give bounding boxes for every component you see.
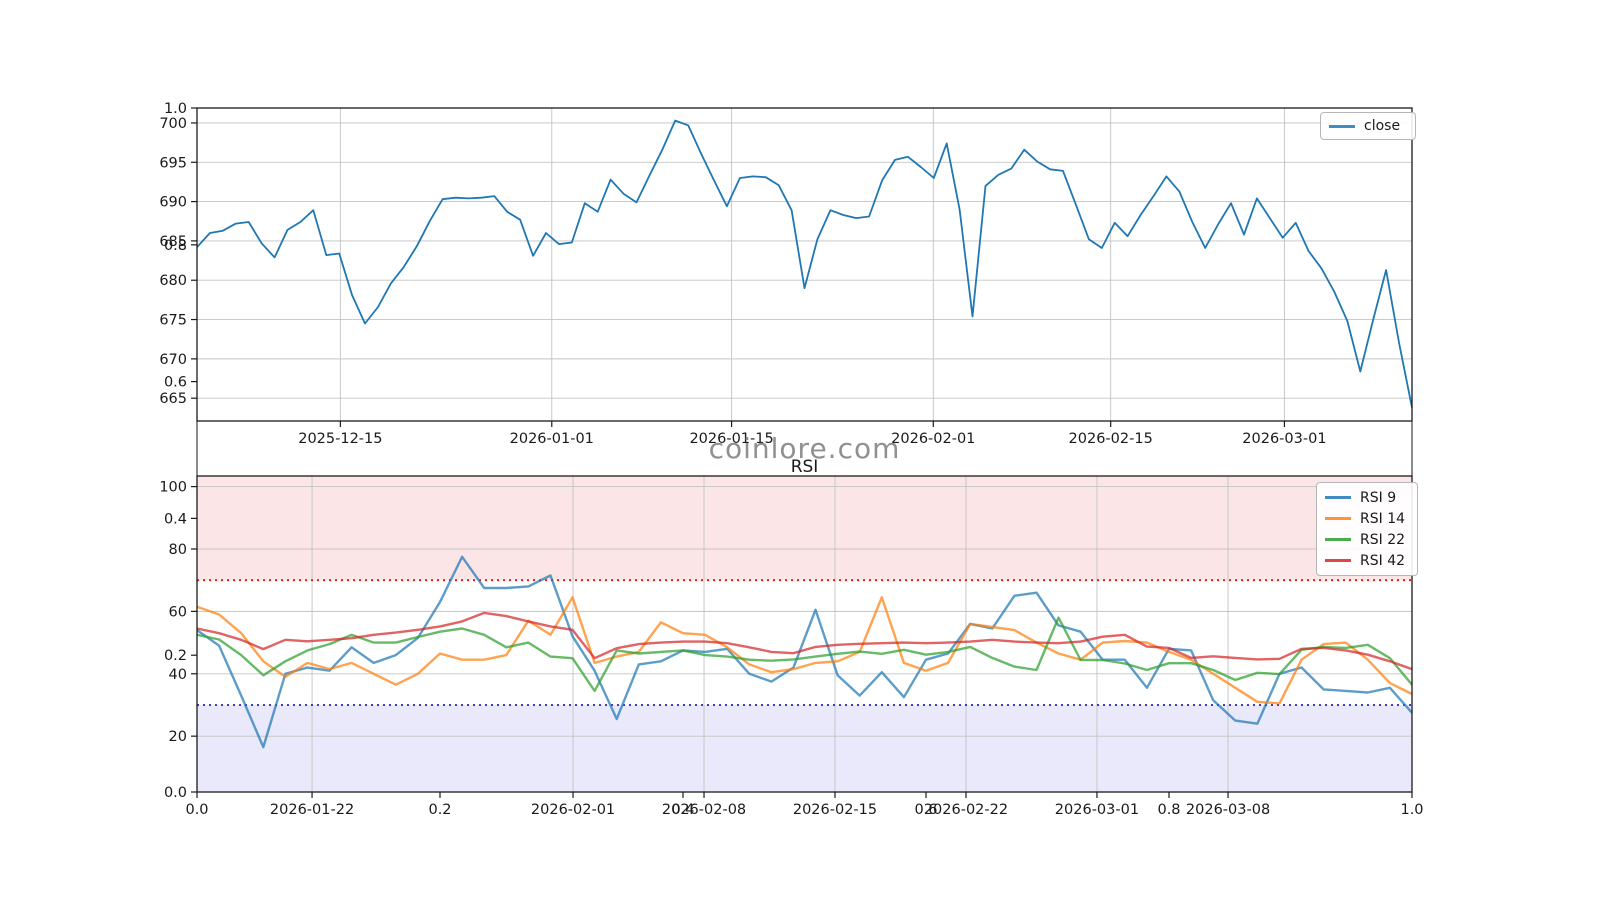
price-ytick-label: 680 [159, 273, 187, 289]
figure-ytick-label: 0.6 [164, 375, 187, 391]
figure-axis [191, 107, 1413, 798]
price-xtick-label: 2025-12-15 [298, 431, 382, 447]
figure-xtick-label: 0.4 [671, 802, 694, 818]
rsi-xtick-label: 2026-02-01 [531, 802, 615, 818]
figure-ytick-label: 0.0 [164, 785, 187, 801]
rsi-panel [191, 475, 1413, 798]
rsi14-line-swatch [1325, 517, 1351, 520]
rsi-ytick-label: 40 [169, 667, 187, 683]
rsi-panel-title: RSI [790, 457, 819, 477]
figure-ytick-label: 0.2 [164, 648, 187, 664]
price-axes-box [196, 107, 1413, 422]
figure-xtick-label: 0.0 [185, 802, 208, 818]
legend-entry-rsi42: RSI 42 [1325, 550, 1407, 571]
figure-xtick-label: 0.6 [914, 802, 937, 818]
rsi42-series-line [196, 611, 1413, 671]
price-ytick-label: 670 [159, 352, 187, 368]
rsi-xtick-label: 2026-03-08 [1186, 802, 1270, 818]
rsi9-line-swatch [1325, 496, 1351, 499]
rsi-ytick-label: 100 [159, 480, 187, 496]
legend-entry-close: close [1329, 117, 1405, 135]
figure-ytick-label: 0.4 [164, 511, 187, 527]
legend-label: RSI 42 [1360, 552, 1406, 569]
rsi-xtick-label: 2026-03-01 [1055, 802, 1139, 818]
close-line-swatch [1329, 124, 1355, 128]
rsi22-line-swatch [1325, 538, 1351, 541]
rsi-xtick-label: 2026-02-22 [924, 802, 1008, 818]
figure-xtick-label: 0.2 [428, 802, 451, 818]
legend-label: RSI 14 [1360, 510, 1406, 527]
price-ytick-label: 675 [159, 313, 187, 329]
watermark: coinlore.com [708, 432, 901, 465]
rsi9-series-line [196, 555, 1413, 749]
legend-entry-rsi9: RSI 9 [1325, 487, 1407, 508]
oversold-band [197, 704, 1412, 792]
price-ytick-label: 695 [159, 155, 187, 171]
price-panel [191, 107, 1413, 427]
rsi-legend: RSI 9 RSI 14 RSI 22 RSI 42 [1316, 482, 1418, 576]
price-xtick-label: 2026-02-15 [1069, 431, 1153, 447]
price-legend: close [1320, 112, 1416, 140]
close-series-line [196, 119, 1413, 408]
legend-label: close [1364, 118, 1401, 134]
rsi42-line-swatch [1325, 559, 1351, 562]
figure-xtick-label: 1.0 [1400, 802, 1423, 818]
price-xtick-label: 2026-01-01 [510, 431, 594, 447]
rsi-xtick-label: 2026-01-22 [270, 802, 354, 818]
rsi-xtick-label: 2026-02-08 [662, 802, 746, 818]
legend-entry-rsi22: RSI 22 [1325, 529, 1407, 550]
rsi14-series-line [196, 596, 1413, 705]
figure-xtick-label: 0.8 [1157, 802, 1180, 818]
price-xtick-label: 2026-02-01 [891, 431, 975, 447]
rsi-ytick-label: 80 [169, 542, 187, 558]
price-ytick-label: 665 [159, 391, 187, 407]
price-ytick-label: 690 [159, 195, 187, 211]
price-xtick-label: 2026-03-01 [1242, 431, 1326, 447]
rsi-xtick-label: 2026-02-15 [793, 802, 877, 818]
price-ytick-label: 700 [159, 116, 187, 132]
legend-entry-rsi14: RSI 14 [1325, 508, 1407, 529]
rsi22-series-line [196, 616, 1413, 693]
price-ytick-label: 685 [159, 234, 187, 250]
legend-label: RSI 22 [1360, 531, 1406, 548]
figure-axes-box [196, 107, 1413, 793]
figure-ytick-label: 1.0 [164, 101, 187, 117]
rsi-ytick-label: 20 [169, 729, 187, 745]
rsi-ytick-label: 60 [169, 604, 187, 620]
price-xtick-label: 2026-01-15 [689, 431, 773, 447]
overbought-band [197, 476, 1412, 581]
legend-label: RSI 9 [1360, 489, 1397, 506]
figure-ytick-label: 0.8 [164, 238, 187, 254]
